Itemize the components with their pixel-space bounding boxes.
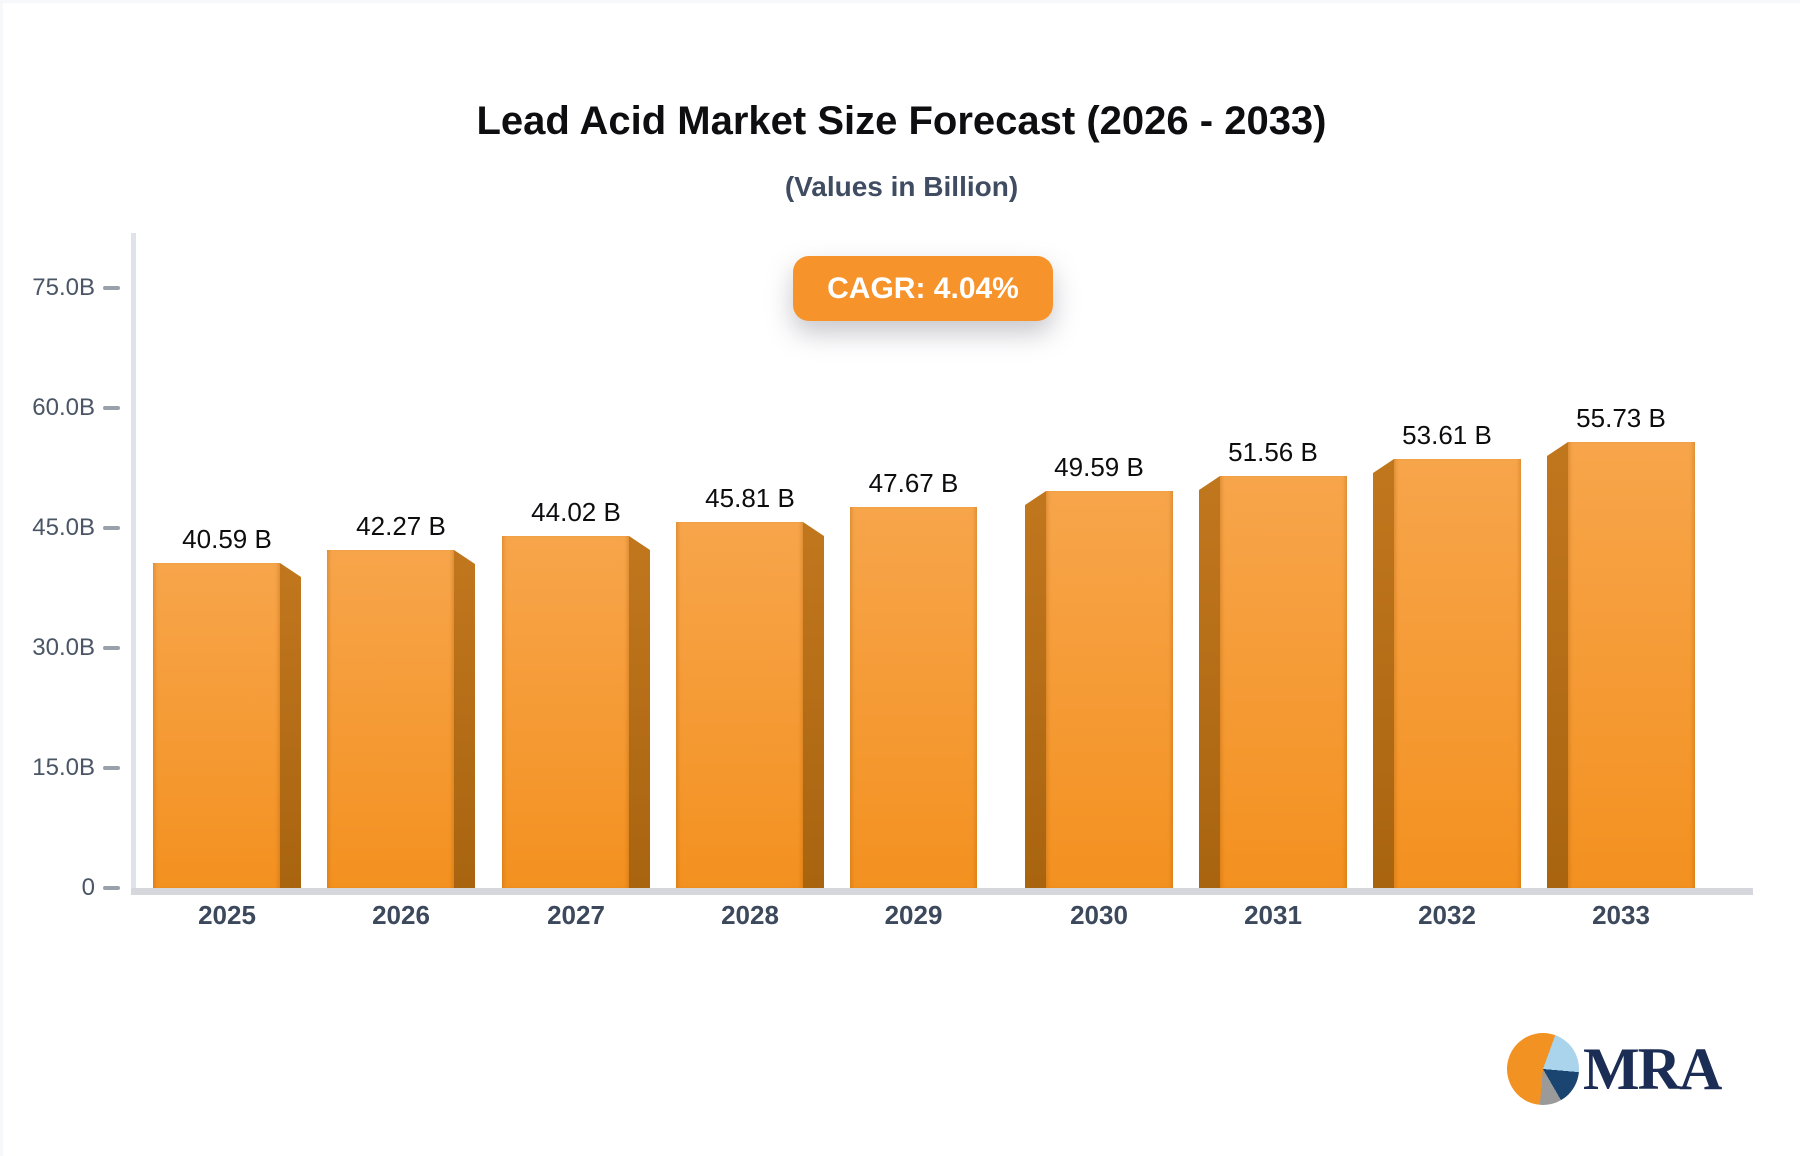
x-axis-label: 2026	[372, 900, 430, 930]
x-axis-label: 2027	[547, 900, 605, 930]
bar-2027: 44.02 B	[502, 497, 650, 888]
bar-2030: 49.59 B	[1025, 452, 1173, 888]
y-tick-mark	[103, 286, 120, 290]
bar-2026: 42.27 B	[327, 511, 475, 888]
bar-2033: 55.73 B	[1547, 403, 1695, 888]
bar-side-bevel	[1025, 491, 1046, 505]
bar-value-label: 40.59 B	[182, 524, 272, 554]
x-axis-label: 2031	[1244, 900, 1302, 930]
bar-2032: 53.61 B	[1373, 420, 1521, 888]
y-tick-mark	[103, 646, 120, 650]
bar-face	[850, 507, 977, 888]
bar-face	[153, 563, 280, 888]
chart-subtitle: (Values in Billion)	[784, 171, 1019, 202]
bar-side-panel	[803, 536, 824, 888]
bar-side-bevel	[1547, 442, 1568, 456]
bar-side-panel	[280, 577, 301, 888]
bar-2028: 45.81 B	[676, 483, 824, 888]
bar-side-bevel	[1373, 459, 1394, 473]
y-tick-mark	[103, 766, 120, 770]
x-axis-label: 2029	[884, 900, 943, 930]
bar-value-label: 42.27 B	[356, 511, 446, 541]
bar-side-bevel	[803, 522, 824, 536]
chart-title: Lead Acid Market Size Forecast (2026 - 2…	[476, 99, 1327, 143]
bar-face	[1394, 459, 1521, 888]
y-tick-label: 30.0B	[32, 634, 95, 661]
x-axis-baseline	[131, 888, 1753, 895]
y-tick-label: 15.0B	[32, 754, 95, 781]
bar-value-label: 47.67 B	[868, 468, 959, 498]
bar-face	[327, 550, 454, 888]
x-axis-label: 2032	[1418, 900, 1476, 930]
bar-value-label: 51.56 B	[1228, 437, 1318, 467]
y-tick-label: 60.0B	[32, 394, 95, 421]
x-axis-label: 2025	[198, 900, 256, 930]
bar-2031: 51.56 B	[1199, 437, 1347, 888]
y-tick-label: 75.0B	[32, 274, 95, 301]
bar-value-label: 49.59 B	[1054, 452, 1144, 482]
bar-side-panel	[1199, 490, 1220, 888]
bar-2025: 40.59 B	[153, 524, 301, 888]
x-axis-label: 2030	[1070, 900, 1128, 930]
x-axis-label: 2033	[1592, 900, 1650, 930]
bar-value-label: 53.61 B	[1402, 420, 1492, 450]
bar-face	[1220, 476, 1347, 888]
bar-face	[676, 522, 803, 888]
bar-2029: 47.67 B	[850, 468, 977, 888]
bar-value-label: 44.02 B	[531, 497, 621, 527]
y-tick-label: 0	[81, 874, 95, 901]
logo-text: MRA	[1583, 1036, 1722, 1102]
bar-side-panel	[1373, 473, 1394, 888]
bar-side-bevel	[1199, 476, 1220, 490]
bar-value-label: 55.73 B	[1576, 403, 1666, 433]
bar-face	[502, 536, 629, 888]
y-tick-mark	[103, 526, 120, 530]
bar-face	[1568, 442, 1695, 888]
x-axis-label: 2028	[721, 900, 779, 930]
bar-chart: 0 15.0B 30.0B 45.0B 60.0B 75.0B 40.59 B 2025 42.…	[3, 3, 1800, 1156]
mra-logo: MRA	[1507, 1033, 1722, 1105]
y-tick-mark	[103, 406, 120, 410]
cagr-badge: CAGR: 4.04%	[793, 256, 1053, 321]
bar-side-panel	[454, 564, 475, 888]
bar-side-panel	[629, 550, 650, 888]
bar-side-bevel	[454, 550, 475, 564]
y-axis-line	[131, 233, 136, 895]
y-tick-mark	[103, 886, 120, 890]
bar-side-bevel	[280, 563, 301, 577]
bar-face	[1046, 491, 1173, 888]
bar-value-label: 45.81 B	[705, 483, 795, 513]
bar-side-bevel	[629, 536, 650, 550]
bar-side-panel	[1547, 456, 1568, 888]
bar-side-panel	[1025, 505, 1046, 888]
pie-chart-logo-icon	[1507, 1033, 1579, 1105]
y-tick-label: 45.0B	[32, 514, 95, 541]
